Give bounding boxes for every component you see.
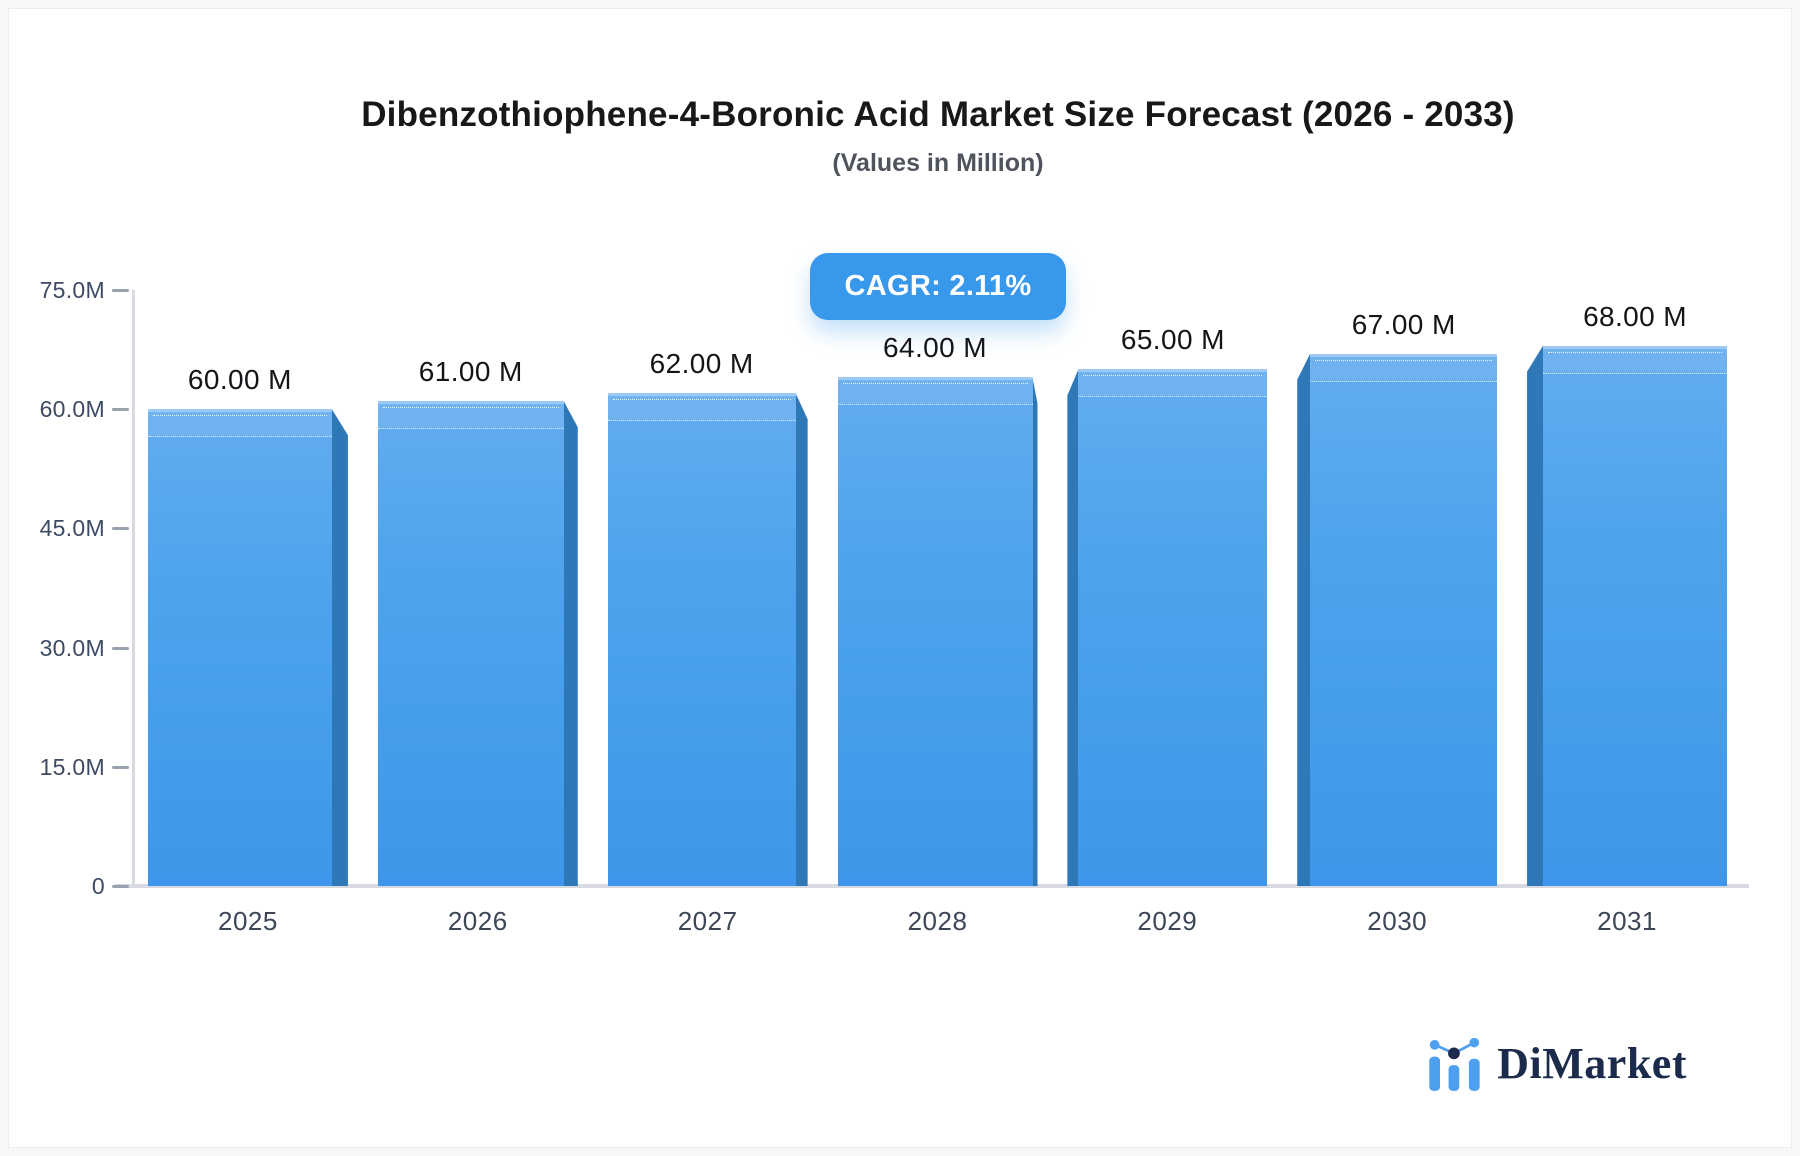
y-tick-label: 0 — [91, 873, 105, 899]
x-tick-label: 2028 — [907, 906, 968, 936]
bar-side — [1032, 377, 1038, 886]
cagr-badge-zone: CAGR: 2.11% — [133, 253, 1743, 320]
bar-value-label: 61.00 M — [418, 356, 523, 388]
bar-side — [795, 393, 808, 886]
bar-side — [1067, 369, 1079, 886]
x-axis-line — [115, 884, 1749, 888]
bar-side — [1527, 345, 1544, 886]
y-axis-line — [132, 290, 135, 887]
y-tick-dash — [112, 408, 129, 412]
bar-face — [1078, 369, 1268, 886]
x-tick-label: 2030 — [1367, 906, 1428, 936]
bar-value-label: 62.00 M — [649, 348, 754, 380]
y-tick-label: 45.0M — [39, 515, 105, 542]
bar-value-label: 67.00 M — [1351, 308, 1456, 340]
bar-side — [331, 409, 348, 886]
y-tick-label: 75.0M — [39, 277, 105, 303]
y-tick-label: 60.0M — [39, 396, 105, 423]
x-tick-label: 2027 — [677, 906, 738, 936]
cagr-badge: CAGR: 2.11% — [810, 253, 1066, 320]
bar-face — [1543, 345, 1728, 886]
chart-title: Dibenzothiophene-4-Boronic Acid Market S… — [361, 95, 1515, 134]
bar-face — [607, 393, 796, 886]
bar-value-label: 65.00 M — [1120, 324, 1225, 356]
y-tick-dash — [112, 527, 129, 531]
x-tick-label: 2031 — [1597, 906, 1657, 936]
bar-value-label: 60.00 M — [187, 364, 292, 396]
brand-logo-icon — [1429, 1037, 1480, 1091]
y-tick-dash — [112, 765, 129, 769]
y-tick-dash — [112, 646, 129, 650]
chart-subtitle: (Values in Million) — [832, 149, 1044, 177]
y-tick-dash — [112, 289, 129, 292]
brand-logo-text: DiMarket — [1497, 1038, 1687, 1088]
y-tick-label: 15.0M — [39, 753, 105, 780]
y-tick-dash — [112, 885, 129, 888]
y-tick-label: 30.0M — [39, 634, 105, 661]
bar-value-label: 64.00 M — [883, 332, 987, 364]
x-tick-label: 2029 — [1137, 906, 1198, 936]
bar-face — [147, 409, 332, 886]
x-tick-label: 2026 — [447, 906, 508, 936]
chart-card: Dibenzothiophene-4-Boronic Acid Market S… — [8, 8, 1792, 1148]
brand-logo: DiMarket — [1425, 1033, 1687, 1093]
bar-face — [1310, 353, 1498, 886]
bar-face — [837, 377, 1033, 886]
bar-face — [377, 401, 564, 886]
bar-side — [563, 401, 578, 886]
x-tick-label: 2025 — [218, 906, 278, 936]
bar-side — [1297, 353, 1311, 886]
bar-value-label: 68.00 M — [1583, 300, 1688, 332]
